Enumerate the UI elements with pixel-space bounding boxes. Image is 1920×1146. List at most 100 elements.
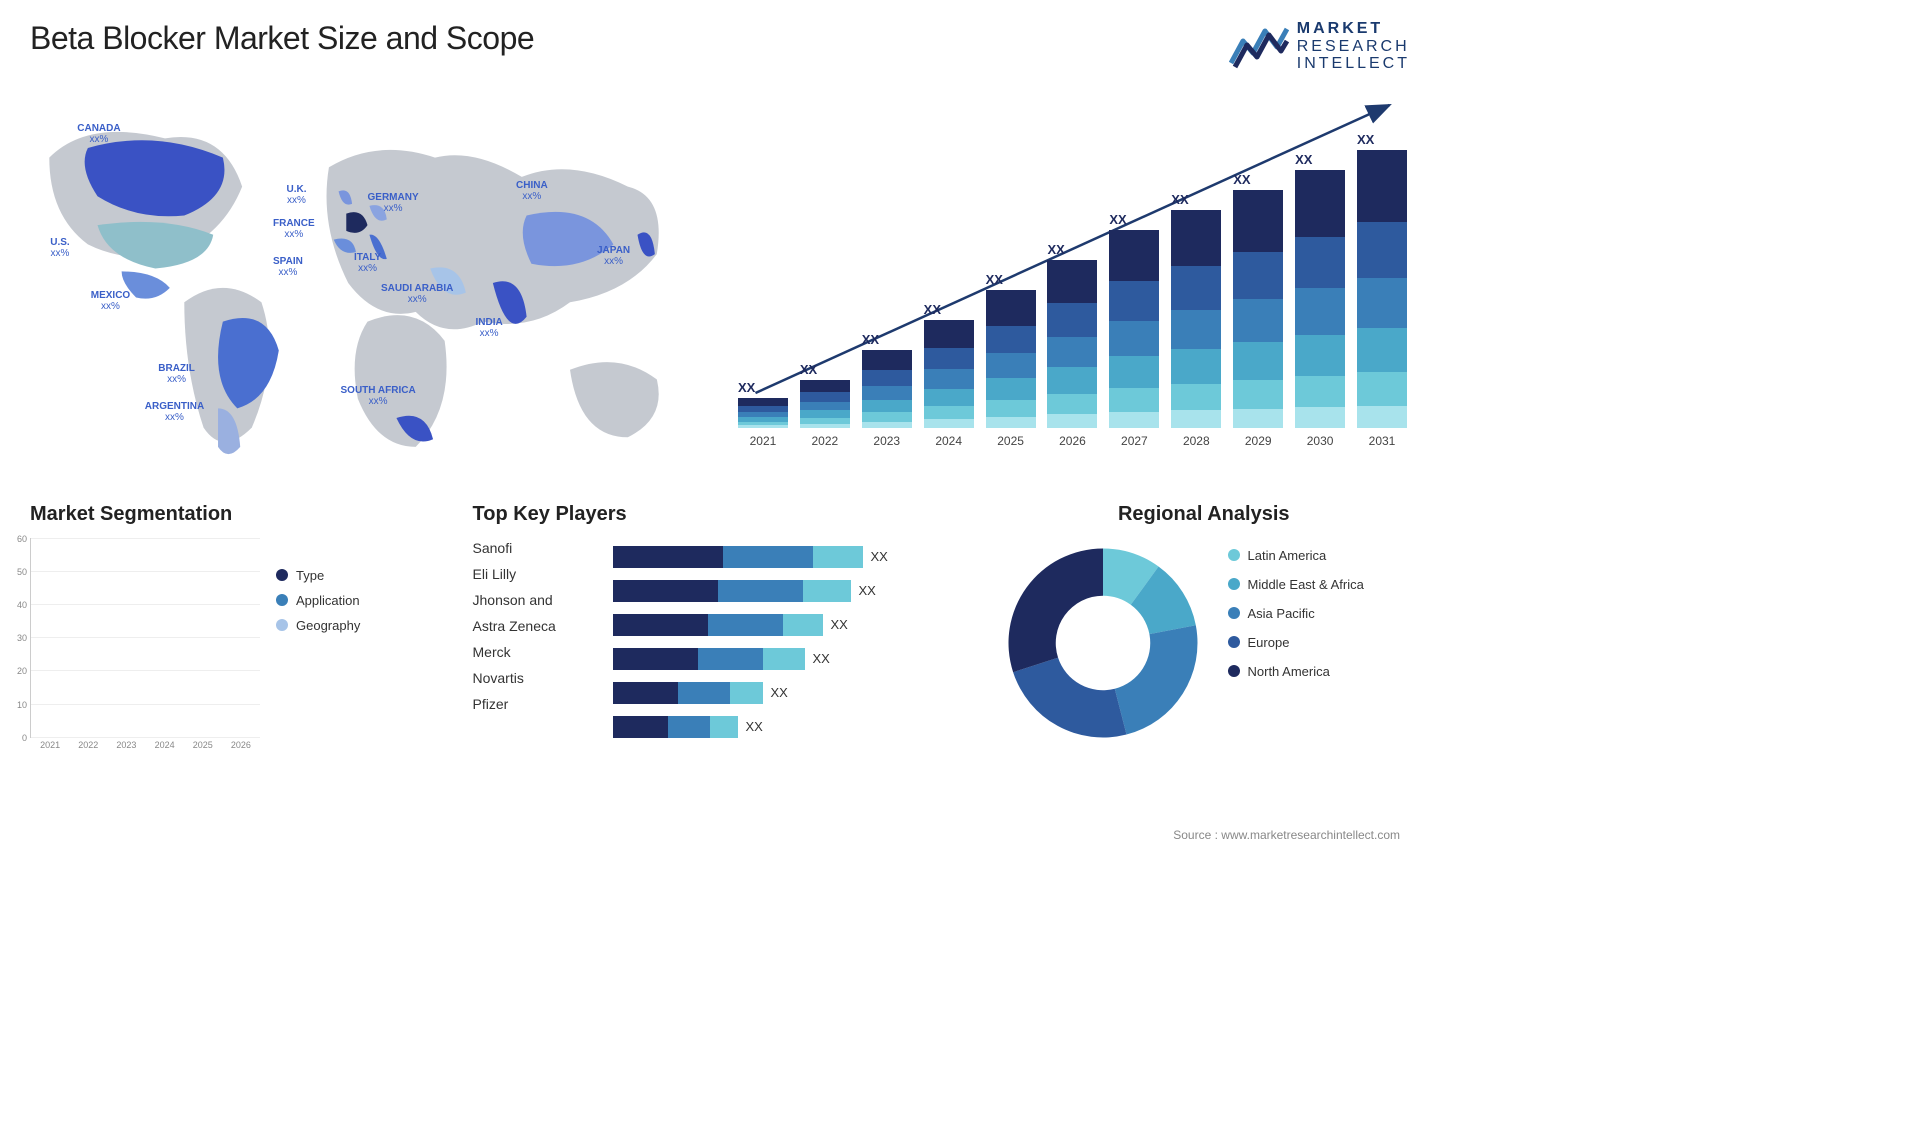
world-map-panel: CANADAxx% U.S.xx% MEXICOxx% BRAZILxx% ARGENT… (30, 93, 705, 473)
seg-xlabel: 2024 (155, 740, 175, 750)
player-bar: XX (613, 682, 968, 704)
segmentation-chart: 0102030405060202120222023202420252026 Ty… (30, 538, 443, 738)
forecast-value-label: XX (1233, 172, 1250, 187)
forecast-year-label: 2022 (812, 434, 839, 448)
map-label-southafrica: SOUTH AFRICAxx% (341, 385, 416, 407)
forecast-bar-2022: XX2022 (800, 380, 850, 448)
player-name: Pfizer (473, 696, 593, 712)
player-value: XX (871, 549, 888, 564)
map-label-brazil: BRAZILxx% (158, 363, 195, 385)
donut-seg-asia-pacific (1114, 625, 1197, 734)
forecast-year-label: 2026 (1059, 434, 1086, 448)
player-value: XX (831, 617, 848, 632)
map-label-italy: ITALYxx% (354, 252, 381, 274)
seg-xlabel: 2021 (40, 740, 60, 750)
player-name: Eli Lilly (473, 566, 593, 582)
map-brazil (218, 318, 279, 408)
forecast-bar-2029: XX2029 (1233, 190, 1283, 448)
player-name: Novartis (473, 670, 593, 686)
map-label-uk: U.K.xx% (287, 184, 307, 206)
player-bar: XX (613, 546, 968, 568)
donut-seg-north-america (1008, 548, 1103, 672)
header: Beta Blocker Market Size and Scope MARKE… (30, 20, 1410, 73)
regional-donut (998, 538, 1208, 748)
forecast-year-label: 2027 (1121, 434, 1148, 448)
forecast-year-label: 2029 (1245, 434, 1272, 448)
player-value: XX (746, 719, 763, 734)
map-label-argentina: ARGENTINAxx% (145, 401, 204, 423)
segmentation-panel: Market Segmentation 01020304050602021202… (30, 503, 443, 748)
map-label-saudiarabia: SAUDI ARABIAxx% (381, 283, 453, 305)
forecast-year-label: 2023 (873, 434, 900, 448)
forecast-value-label: XX (800, 362, 817, 377)
forecast-bar-2025: XX2025 (986, 290, 1036, 448)
segmentation-legend: TypeApplicationGeography (276, 538, 360, 738)
seg-ytick: 50 (17, 567, 31, 577)
forecast-bar-2030: XX2030 (1295, 170, 1345, 448)
player-name: Sanofi (473, 540, 593, 556)
player-value: XX (813, 651, 830, 666)
player-name: Jhonson and (473, 592, 593, 608)
players-bars: XX XX XX XX XX XX (613, 538, 968, 738)
forecast-year-label: 2031 (1369, 434, 1396, 448)
map-label-india: INDIAxx% (476, 317, 503, 339)
players-title: Top Key Players (473, 503, 593, 526)
player-name: Merck (473, 644, 593, 660)
donut-seg-europe (1013, 657, 1126, 737)
forecast-value-label: XX (924, 302, 941, 317)
forecast-bar-2031: XX2031 (1357, 150, 1407, 448)
seg-ytick: 10 (17, 700, 31, 710)
map-label-mexico: MEXICOxx% (91, 290, 130, 312)
player-value: XX (859, 583, 876, 598)
forecast-chart-panel: XX2021XX2022XX2023XX2024XX2025XX2026XX20… (735, 93, 1410, 473)
regional-legend: Latin AmericaMiddle East & AfricaAsia Pa… (1228, 538, 1364, 679)
seg-ytick: 20 (17, 666, 31, 676)
forecast-value-label: XX (862, 332, 879, 347)
players-list: Sanofi Eli Lilly Jhonson and Astra Zeneca Me… (473, 538, 593, 712)
seg-xlabel: 2023 (116, 740, 136, 750)
players-panel: Top Key Players Sanofi Eli Lilly Jhonson a… (473, 503, 968, 748)
regional-title: Regional Analysis (998, 503, 1411, 526)
player-bar: XX (613, 648, 968, 670)
forecast-bar-2021: XX2021 (738, 398, 788, 448)
forecast-year-label: 2021 (750, 434, 777, 448)
forecast-bar-2026: XX2026 (1047, 260, 1097, 448)
regional-legend-item: Asia Pacific (1228, 606, 1364, 621)
bottom-row: Market Segmentation 01020304050602021202… (30, 503, 1410, 748)
seg-ytick: 60 (17, 534, 31, 544)
forecast-year-label: 2024 (935, 434, 962, 448)
source-text: Source : www.marketresearchintellect.com (1173, 828, 1400, 842)
map-label-germany: GERMANYxx% (368, 192, 419, 214)
seg-ytick: 0 (22, 733, 31, 743)
forecast-value-label: XX (1357, 132, 1374, 147)
seg-legend-geography: Geography (276, 618, 360, 633)
map-label-us: U.S.xx% (50, 237, 69, 259)
forecast-year-label: 2025 (997, 434, 1024, 448)
regional-legend-item: North America (1228, 664, 1364, 679)
forecast-value-label: XX (986, 272, 1003, 287)
player-bar: XX (613, 580, 968, 602)
forecast-bar-2024: XX2024 (924, 320, 974, 448)
regional-legend-item: Europe (1228, 635, 1364, 650)
world-map (30, 93, 705, 473)
seg-legend-application: Application (276, 593, 360, 608)
logo: MARKET RESEARCH INTELLECT (1229, 20, 1410, 73)
seg-xlabel: 2022 (78, 740, 98, 750)
logo-icon (1229, 23, 1289, 69)
seg-xlabel: 2025 (193, 740, 213, 750)
seg-xlabel: 2026 (231, 740, 251, 750)
forecast-value-label: XX (1109, 212, 1126, 227)
player-name: Astra Zeneca (473, 618, 593, 634)
map-label-canada: CANADAxx% (77, 123, 120, 145)
page-title: Beta Blocker Market Size and Scope (30, 20, 534, 57)
forecast-value-label: XX (1047, 242, 1064, 257)
forecast-bar-2028: XX2028 (1171, 210, 1221, 448)
forecast-value-label: XX (1171, 192, 1188, 207)
logo-text: MARKET RESEARCH INTELLECT (1297, 20, 1410, 73)
player-bar: XX (613, 716, 968, 738)
map-label-china: CHINAxx% (516, 180, 548, 202)
top-row: CANADAxx% U.S.xx% MEXICOxx% BRAZILxx% ARGENT… (30, 93, 1410, 473)
seg-ytick: 30 (17, 633, 31, 643)
forecast-bar-2023: XX2023 (862, 350, 912, 448)
segmentation-title: Market Segmentation (30, 503, 443, 526)
